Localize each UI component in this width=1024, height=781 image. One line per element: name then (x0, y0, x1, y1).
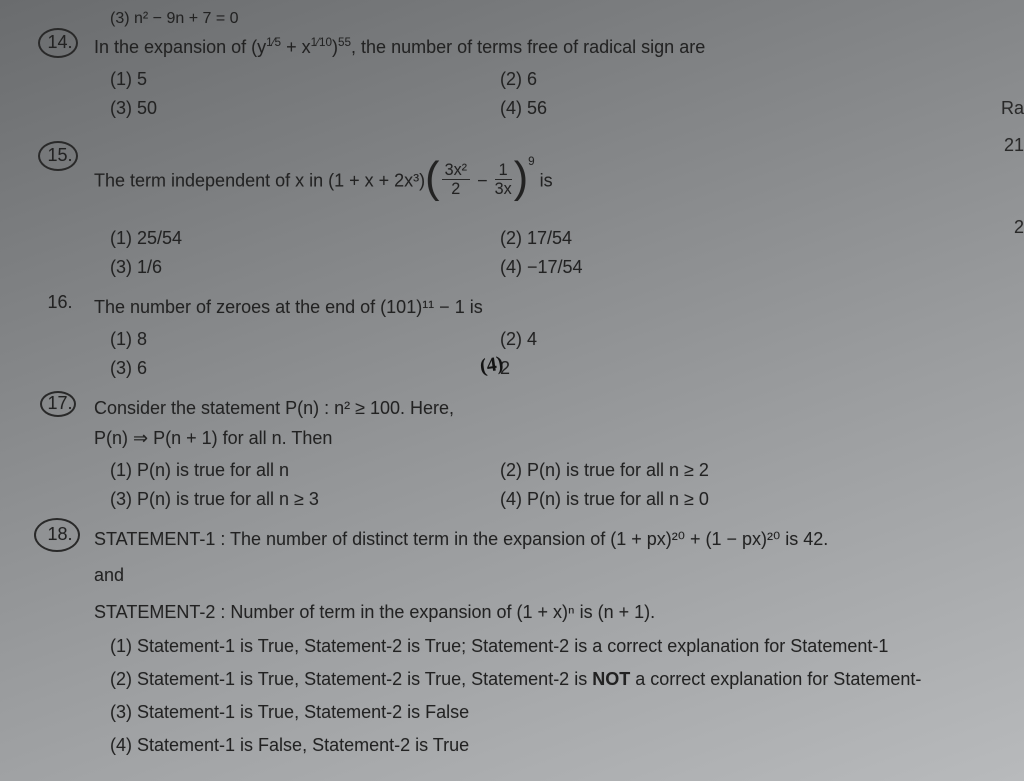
opt-18-4: (4) Statement-1 is False, Statement-2 is… (110, 735, 1024, 756)
opt-15-3: (3) 1/6 (110, 257, 480, 278)
qnum-17: 17. (40, 393, 80, 414)
question-15: 21 15. The term independent of x in (1 +… (40, 145, 1024, 278)
opt-14-2: (2) 6 (500, 69, 1024, 90)
opt-14-1: (1) 5 (110, 69, 480, 90)
qnum-14: 14. (40, 32, 80, 53)
opt-18-1: (1) Statement-1 is True, Statement-2 is … (110, 636, 1024, 657)
question-16: 16. The number of zeroes at the end of (… (40, 292, 1024, 379)
opt-16-4: (4) 2 (500, 358, 1024, 379)
opt-17-3: (3) P(n) is true for all n ≥ 3 (110, 489, 480, 510)
opt-15-4: (4) −17/54 (500, 257, 1024, 278)
opt-16-1: (1) 8 (110, 329, 480, 350)
opt-15-1: (1) 25/54 (110, 228, 480, 249)
opt-17-2: (2) P(n) is true for all n ≥ 2 (500, 460, 1024, 481)
opt-16-2: (2) 4 (500, 329, 1024, 350)
side-text-ra: Ra (1001, 98, 1024, 119)
opt-18-3: (3) Statement-1 is True, Statement-2 is … (110, 702, 1024, 723)
qtext-15: The term independent of x in (1 + x + 2x… (94, 145, 1024, 218)
qnum-15: 15. (40, 145, 80, 166)
qtext-18: STATEMENT-1 : The number of distinct ter… (94, 524, 1024, 628)
qnum-16: 16. (40, 292, 80, 313)
circle-icon (38, 28, 78, 58)
opt-14-3: (3) 50 (110, 98, 480, 119)
opt-18-2: (2) Statement-1 is True, Statement-2 is … (110, 669, 1024, 690)
opts-18: (1) Statement-1 is True, Statement-2 is … (110, 636, 1024, 756)
opt-14-4: (4) 56 (500, 98, 1024, 119)
qtext-16: The number of zeroes at the end of (101)… (94, 292, 1024, 323)
side-text-2: 2 (1014, 217, 1024, 238)
qnum-18: 18. (40, 524, 80, 545)
side-text-21: 21 (1004, 135, 1024, 156)
opts-16: (1) 8 (2) 4 (3) 6 (4) 2 (110, 329, 1024, 379)
opts-15: (1) 25/54 (2) 17/54 (3) 1/6 (4) −17/54 (110, 228, 1024, 278)
pen-mark-icon: (4) (479, 352, 505, 378)
qtext-14: In the expansion of (y1⁄5 + x1⁄10)55, th… (94, 32, 1024, 63)
qtext-17: Consider the statement P(n) : n² ≥ 100. … (94, 393, 1024, 454)
circle-icon (40, 391, 76, 417)
opt-16-3: (3) 6 (110, 358, 480, 379)
opts-14: (1) 5 (2) 6 (3) 50 (4) 56 (110, 69, 1024, 119)
circle-icon (38, 141, 78, 171)
opt-17-4: (4) P(n) is true for all n ≥ 0 (500, 489, 1024, 510)
opt-17-1: (1) P(n) is true for all n (110, 460, 480, 481)
question-17: 17. Consider the statement P(n) : n² ≥ 1… (40, 393, 1024, 510)
circle-icon (34, 518, 80, 552)
question-18: 18. STATEMENT-1 : The number of distinct… (40, 524, 1024, 756)
prev-option: (3) n² − 9n + 7 = 0 (110, 10, 239, 27)
opt-15-2: (2) 17/54 (500, 228, 1024, 249)
opts-17: (1) P(n) is true for all n (2) P(n) is t… (110, 460, 1024, 510)
question-14: 14. In the expansion of (y1⁄5 + x1⁄10)55… (40, 32, 1024, 119)
